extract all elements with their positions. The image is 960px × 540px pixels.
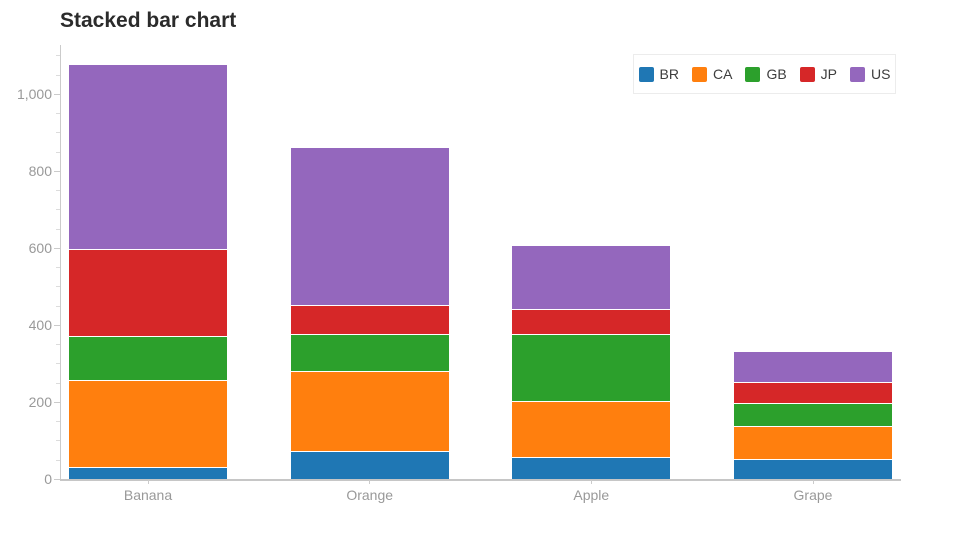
x-axis-tick bbox=[147, 480, 149, 484]
x-axis-tick bbox=[590, 480, 592, 484]
bar-segment-orange-us[interactable] bbox=[290, 148, 449, 307]
bar-segment-banana-us[interactable] bbox=[69, 65, 227, 251]
y-axis-tick-label: 400 bbox=[28, 317, 52, 334]
x-axis-category-label: Apple bbox=[573, 487, 610, 503]
y-axis-minor-tick bbox=[56, 267, 60, 269]
legend-swatch-ca-icon bbox=[691, 66, 707, 82]
legend-item-br[interactable]: BR bbox=[638, 66, 679, 82]
y-axis-major-tick bbox=[54, 170, 60, 172]
x-axis-category-label: Orange bbox=[346, 487, 394, 503]
y-axis-major-tick bbox=[54, 324, 60, 326]
x-axis-category-label: Grape bbox=[793, 487, 833, 503]
y-axis-tick-label: 200 bbox=[28, 394, 52, 411]
y-axis-minor-tick bbox=[56, 74, 60, 76]
y-axis-minor-tick bbox=[56, 440, 60, 442]
bar-segment-orange-jp[interactable] bbox=[290, 306, 449, 335]
legend-item-us[interactable]: US bbox=[850, 66, 890, 82]
legend-swatch-jp-icon bbox=[799, 66, 815, 82]
y-axis-tick-label: 800 bbox=[28, 163, 52, 180]
legend-item-ca[interactable]: CA bbox=[691, 66, 733, 82]
y-axis-minor-tick bbox=[56, 151, 60, 153]
y-axis-minor-tick bbox=[56, 55, 60, 57]
legend-swatch-us-icon bbox=[850, 66, 866, 82]
legend-label-us: US bbox=[871, 66, 891, 82]
bar-segment-banana-jp[interactable] bbox=[69, 250, 227, 337]
bar-segment-grape-ca[interactable] bbox=[734, 427, 892, 461]
bar-segment-grape-br[interactable] bbox=[734, 460, 892, 480]
y-axis-tick-label: 600 bbox=[28, 240, 52, 257]
bar-segment-banana-gb[interactable] bbox=[69, 336, 227, 382]
legend-label-gb: GB bbox=[766, 66, 787, 82]
bar-segment-grape-us[interactable] bbox=[734, 352, 892, 384]
bar-segment-apple-br[interactable] bbox=[512, 458, 671, 480]
y-axis-tick-label: 1,000 bbox=[16, 86, 52, 103]
y-axis-minor-tick bbox=[56, 132, 60, 134]
y-axis-minor-tick bbox=[56, 113, 60, 115]
x-axis-tick bbox=[369, 480, 371, 484]
bar-segment-apple-ca[interactable] bbox=[512, 402, 671, 459]
bar-segment-banana-ca[interactable] bbox=[69, 381, 227, 468]
bar-segment-banana-br[interactable] bbox=[69, 467, 227, 480]
y-axis-minor-tick bbox=[56, 344, 60, 346]
bar-segment-grape-gb[interactable] bbox=[734, 404, 892, 428]
bar-segment-orange-br[interactable] bbox=[290, 452, 449, 480]
x-axis-category-label: Banana bbox=[123, 487, 173, 503]
bar-segment-orange-gb[interactable] bbox=[290, 334, 449, 372]
y-axis-minor-tick bbox=[56, 382, 60, 384]
legend: BR CA GB JP US bbox=[633, 54, 896, 94]
x-axis-line bbox=[60, 479, 901, 481]
legend-label-ca: CA bbox=[712, 66, 733, 82]
y-axis-minor-tick bbox=[56, 459, 60, 461]
bar-segment-apple-us[interactable] bbox=[512, 246, 671, 310]
y-axis-minor-tick bbox=[56, 363, 60, 365]
bar-segment-orange-ca[interactable] bbox=[290, 371, 449, 453]
y-axis-tick-label: 0 bbox=[44, 471, 52, 488]
y-axis-minor-tick bbox=[56, 228, 60, 230]
bar-segment-apple-jp[interactable] bbox=[512, 309, 671, 335]
bar-segment-apple-gb[interactable] bbox=[512, 334, 671, 403]
y-axis-line bbox=[60, 45, 61, 480]
y-axis-major-tick bbox=[54, 93, 60, 95]
chart-title: Stacked bar chart bbox=[60, 9, 237, 32]
y-axis-minor-tick bbox=[56, 209, 60, 211]
y-axis-major-tick bbox=[54, 401, 60, 403]
y-axis-minor-tick bbox=[56, 286, 60, 288]
y-axis-minor-tick bbox=[56, 305, 60, 307]
y-axis-major-tick bbox=[54, 247, 60, 249]
legend-label-br: BR bbox=[659, 66, 679, 82]
x-axis-tick bbox=[812, 480, 814, 484]
y-axis-major-tick bbox=[54, 478, 60, 480]
legend-item-gb[interactable]: GB bbox=[745, 66, 787, 82]
bar-segment-grape-jp[interactable] bbox=[734, 383, 892, 405]
legend-label-jp: JP bbox=[820, 66, 838, 82]
y-axis-minor-tick bbox=[56, 421, 60, 423]
legend-swatch-br-icon bbox=[638, 66, 654, 82]
y-axis-minor-tick bbox=[56, 190, 60, 192]
legend-item-jp[interactable]: JP bbox=[799, 66, 838, 82]
legend-swatch-gb-icon bbox=[745, 66, 761, 82]
